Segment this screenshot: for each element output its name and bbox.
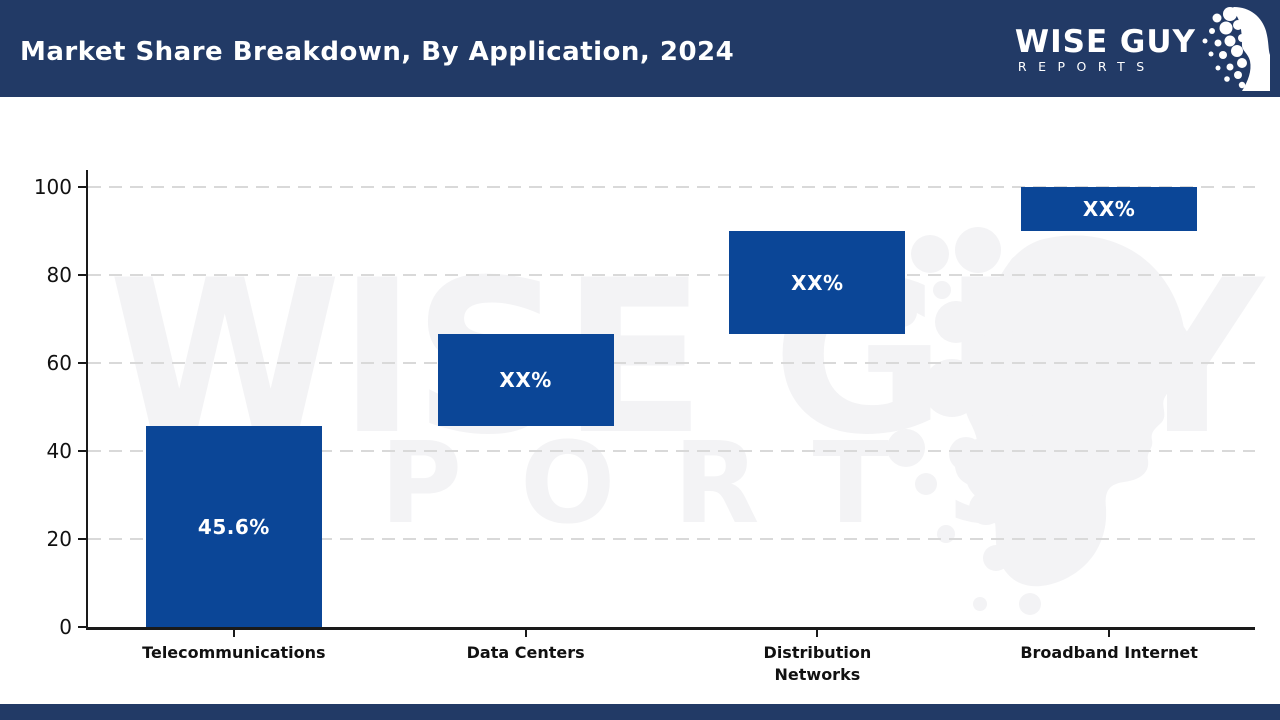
y-tick-0 bbox=[78, 626, 86, 628]
x-tick-broadband-internet bbox=[1108, 630, 1111, 637]
bar-broadband-internet: XX% bbox=[1021, 187, 1198, 231]
logo-reports-text: REPORTS bbox=[1017, 58, 1156, 74]
y-tick-label-60: 60 bbox=[46, 351, 72, 375]
logo-wiseguy-text: WISE GUY bbox=[1014, 23, 1196, 60]
y-tick-label-20: 20 bbox=[46, 527, 72, 551]
x-tick-label-data-centers: Data Centers bbox=[466, 643, 585, 662]
bar-data-centers: XX% bbox=[437, 334, 614, 427]
x-axis-line bbox=[86, 627, 1255, 630]
x-tick-label-telecommunications: Telecommunications bbox=[142, 643, 326, 662]
y-tick-80 bbox=[78, 274, 86, 276]
y-tick-20 bbox=[78, 538, 86, 540]
y-tick-60 bbox=[78, 362, 86, 364]
bar-value-label-data-centers: XX% bbox=[499, 368, 552, 393]
y-tick-label-100: 100 bbox=[33, 175, 72, 199]
y-tick-label-0: 0 bbox=[59, 615, 72, 639]
chart-title: Market Share Breakdown, By Application, … bbox=[20, 36, 735, 67]
x-tick-distribution-networks bbox=[816, 630, 819, 637]
gridline-20 bbox=[88, 538, 1255, 540]
gridline-80 bbox=[88, 274, 1255, 276]
y-tick-label-40: 40 bbox=[46, 439, 72, 463]
x-tick-data-centers bbox=[524, 630, 527, 637]
gridline-40 bbox=[88, 450, 1255, 452]
wiseguy-logo: WISE GUY REPORTS bbox=[1015, 6, 1270, 94]
gridline-100 bbox=[88, 186, 1255, 188]
bar-distribution-networks: XX% bbox=[729, 231, 906, 335]
x-tick-label-broadband-internet: Broadband Internet bbox=[1020, 643, 1198, 662]
y-tick-40 bbox=[78, 450, 86, 452]
x-tick-label-distribution-networks: Distribution Networks bbox=[763, 643, 872, 684]
y-tick-100 bbox=[78, 186, 86, 188]
x-tick-telecommunications bbox=[232, 630, 235, 637]
gridline-60 bbox=[88, 362, 1255, 364]
bar-value-label-telecommunications: 45.6% bbox=[197, 514, 270, 539]
footer-bar bbox=[0, 704, 1280, 720]
bar-value-label-broadband-internet: XX% bbox=[1082, 197, 1136, 221]
wiseguy-head-icon bbox=[1190, 5, 1270, 95]
bar-telecommunications: 45.6% bbox=[145, 426, 322, 627]
logo-wordmark: WISE GUY REPORTS bbox=[1014, 23, 1196, 74]
y-tick-label-80: 80 bbox=[46, 263, 72, 287]
plot-area: 45.6% XX% XX% XX% 0 20 40 60 80 100 Telecommunica… bbox=[34, 170, 1255, 684]
header-bar: Market Share Breakdown, By Application, … bbox=[0, 0, 1280, 97]
watermark-head-icon bbox=[880, 222, 1260, 646]
bar-value-label-distribution-networks: XX% bbox=[791, 270, 844, 295]
y-axis-line bbox=[86, 170, 88, 629]
